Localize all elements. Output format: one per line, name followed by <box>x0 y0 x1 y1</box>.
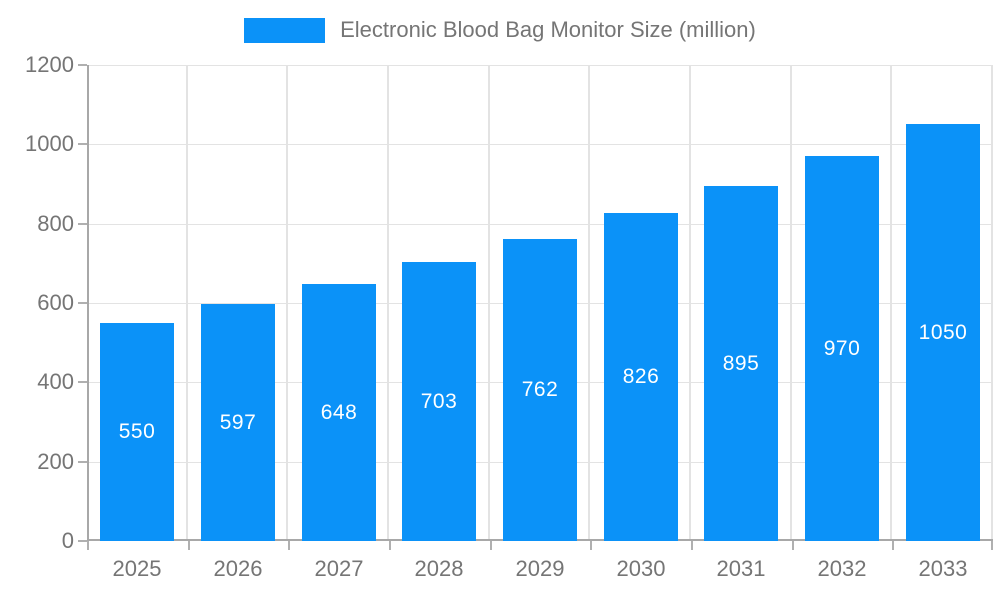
y-axis-tick <box>78 64 87 66</box>
y-tick-label: 400 <box>37 369 74 394</box>
bar-2026: 597 <box>201 304 275 541</box>
horizontal-gridline <box>87 144 993 145</box>
vertical-gridline <box>588 65 590 541</box>
y-tick-label: 200 <box>37 449 74 474</box>
bar-2028: 703 <box>402 262 476 541</box>
x-tick-label-2033: 2033 <box>918 556 968 581</box>
legend-swatch[interactable] <box>244 17 326 43</box>
y-axis-tick <box>78 540 87 542</box>
vertical-gridline <box>186 65 188 541</box>
vertical-gridline <box>890 65 892 541</box>
bar-2029: 762 <box>503 239 577 541</box>
y-axis-tick <box>78 381 87 383</box>
x-tick-label-2026: 2026 <box>213 556 263 581</box>
bar-value-label: 1050 <box>918 320 968 344</box>
x-axis-tick <box>590 541 592 550</box>
bar-2033: 1050 <box>906 124 980 541</box>
x-tick-label-2031: 2031 <box>716 556 766 581</box>
x-tick-label-2030: 2030 <box>616 556 666 581</box>
bar-value-label: 648 <box>320 400 358 424</box>
vertical-gridline <box>387 65 389 541</box>
bar-value-label: 597 <box>219 410 257 434</box>
y-axis-tick <box>78 223 87 225</box>
y-axis-tick <box>78 461 87 463</box>
x-tick-label-2028: 2028 <box>414 556 464 581</box>
x-tick-label-2032: 2032 <box>817 556 867 581</box>
bar-value-label: 895 <box>722 351 760 375</box>
y-axis-tick <box>78 143 87 145</box>
y-tick-label: 600 <box>37 290 74 315</box>
bar-value-label: 762 <box>521 378 559 401</box>
y-tick-label: 1000 <box>25 131 74 156</box>
y-tick-label: 1200 <box>25 52 74 77</box>
vertical-gridline <box>286 65 288 541</box>
y-tick-label: 800 <box>37 211 74 236</box>
x-axis-tick <box>389 541 391 550</box>
x-axis-tick <box>87 541 89 550</box>
legend-label[interactable]: Electronic Blood Bag Monitor Size (milli… <box>340 17 756 42</box>
plot-area: 550 597 648 703 762 826 895 970 1050 <box>78 64 993 550</box>
x-axis-tick <box>892 541 894 550</box>
y-axis-tick <box>78 302 87 304</box>
bar-2031: 895 <box>704 186 778 541</box>
bar-2025: 550 <box>100 323 174 541</box>
vertical-gridline <box>790 65 792 541</box>
x-tick-label-2029: 2029 <box>515 556 565 581</box>
vertical-gridline <box>991 65 993 541</box>
horizontal-gridline <box>87 65 993 66</box>
bar-value-label: 703 <box>420 389 458 413</box>
x-axis-tick <box>991 541 993 550</box>
vertical-gridline <box>488 65 490 541</box>
x-axis-tick <box>188 541 190 550</box>
vertical-gridline <box>689 65 691 541</box>
x-axis-tick <box>490 541 492 550</box>
x-tick-label-2025: 2025 <box>112 556 162 581</box>
y-axis-line <box>87 65 89 541</box>
bar-value-label: 550 <box>118 420 156 443</box>
x-axis-tick <box>792 541 794 550</box>
bar-2032: 970 <box>805 156 879 541</box>
y-axis-labels: 0 200 400 600 800 1000 1200 <box>0 52 74 553</box>
x-axis-tick <box>691 541 693 550</box>
horizontal-gridline <box>87 224 993 225</box>
x-axis-labels: 2025 2026 2027 2028 2029 2030 2031 2032 2033 <box>87 556 993 586</box>
x-axis-tick <box>288 541 290 550</box>
bar-value-label: 826 <box>622 365 660 388</box>
y-tick-label: 0 <box>61 528 74 553</box>
bar-value-label: 970 <box>823 336 861 360</box>
bar-2030: 826 <box>604 213 678 541</box>
bar-2027: 648 <box>302 284 376 541</box>
x-tick-label-2027: 2027 <box>314 556 364 581</box>
legend[interactable]: Electronic Blood Bag Monitor Size (milli… <box>0 16 1000 44</box>
